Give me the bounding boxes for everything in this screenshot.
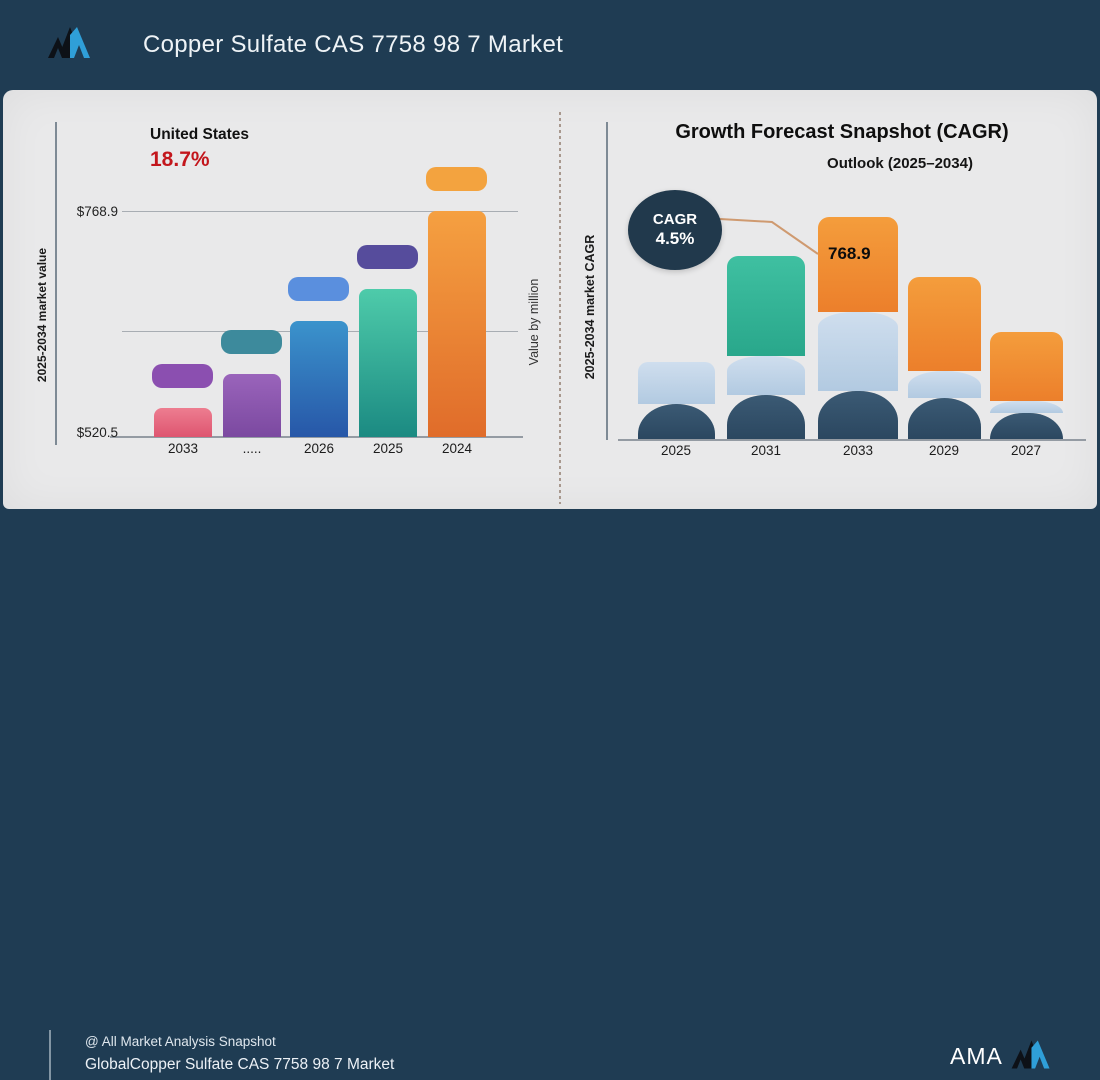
left-chart-highlight: 18.7% xyxy=(150,148,210,171)
bar-2024 xyxy=(428,211,486,437)
footer-source: GlobalCopper Sulfate CAS 7758 98 7 Marke… xyxy=(85,1056,395,1073)
bar-..... xyxy=(223,374,281,437)
right-chart-subtitle: Outlook (2025–2034) xyxy=(827,155,973,172)
header: Copper Sulfate CAS 7758 98 7 Market xyxy=(0,0,1100,90)
cagr-badge-label: CAGR xyxy=(652,211,698,228)
left-x-axis-line xyxy=(110,436,523,438)
x-tick-label-2024: 2024 xyxy=(441,441,473,456)
page-title: Copper Sulfate CAS 7758 98 7 Market xyxy=(143,31,564,58)
bar-cap-2033 xyxy=(152,364,213,388)
x-tick-label-.....: ..... xyxy=(242,441,262,456)
x-tick-label-2025: 2025 xyxy=(372,441,404,456)
stack-2033-base xyxy=(818,391,898,439)
right-y-axis-line xyxy=(606,122,608,440)
right-chart-title: Growth Forecast Snapshot (CAGR) xyxy=(675,121,1009,143)
x-tick-label-2033: 2033 xyxy=(842,443,874,458)
x-tick-label-2031: 2031 xyxy=(750,443,782,458)
left-y-tick-768: $768.9 xyxy=(76,204,118,219)
bar-cap-2026 xyxy=(288,277,349,301)
peak-value-annotation: 768.9 xyxy=(828,244,871,263)
stack-2031-base xyxy=(727,395,805,439)
value-by-million-label: Value by million xyxy=(527,278,541,366)
panel-divider xyxy=(559,112,561,504)
stack-2029-top xyxy=(907,277,981,371)
bar-cap-..... xyxy=(221,330,282,354)
bar-2025 xyxy=(359,289,417,437)
ama-logo-icon xyxy=(48,27,90,58)
stack-2033-top xyxy=(818,217,898,312)
stack-2031-mid xyxy=(727,356,805,395)
cagr-badge-value: 4.5% xyxy=(655,229,695,248)
bar-cap-2024 xyxy=(426,167,487,191)
x-tick-label-2029: 2029 xyxy=(928,443,960,458)
left-y-axis-label: 2025-2034 market value xyxy=(35,247,49,383)
x-tick-label-2025: 2025 xyxy=(660,443,692,458)
x-tick-label-2027: 2027 xyxy=(1010,443,1042,458)
right-x-axis-line xyxy=(618,439,1086,441)
footer-ama-logo-icon xyxy=(1011,1040,1050,1069)
right-y-axis-label: 2025-2034 market CAGR xyxy=(583,234,597,380)
cagr-badge: CAGR 4.5% xyxy=(628,190,722,270)
bar-2033 xyxy=(154,408,212,437)
footer: @ All Market Analysis Snapshot GlobalCop… xyxy=(0,509,1100,1080)
stack-2033-mid xyxy=(818,312,898,391)
footer-divider-rule xyxy=(49,1030,51,1080)
footer-brand-text: AMA xyxy=(950,1043,1003,1069)
left-y-tick-520: $520.5 xyxy=(76,425,118,440)
stack-2025-mid xyxy=(637,362,715,404)
badge-connector-line xyxy=(719,218,819,255)
x-tick-label-2026: 2026 xyxy=(303,441,335,456)
stack-2029-mid xyxy=(907,371,981,398)
stack-2027-top xyxy=(989,332,1063,401)
stack-2029-base xyxy=(907,398,981,439)
bar-2026 xyxy=(290,321,348,437)
left-y-axis-line xyxy=(55,122,57,445)
left-chart-title: United States xyxy=(150,126,250,143)
stack-2031-top xyxy=(727,256,805,356)
bar-cap-2025 xyxy=(357,245,418,269)
left-gridline-top xyxy=(122,211,518,212)
footer-credit: @ All Market Analysis Snapshot xyxy=(85,1034,276,1049)
x-tick-label-2033: 2033 xyxy=(167,441,199,456)
stack-2027-mid xyxy=(989,401,1063,413)
